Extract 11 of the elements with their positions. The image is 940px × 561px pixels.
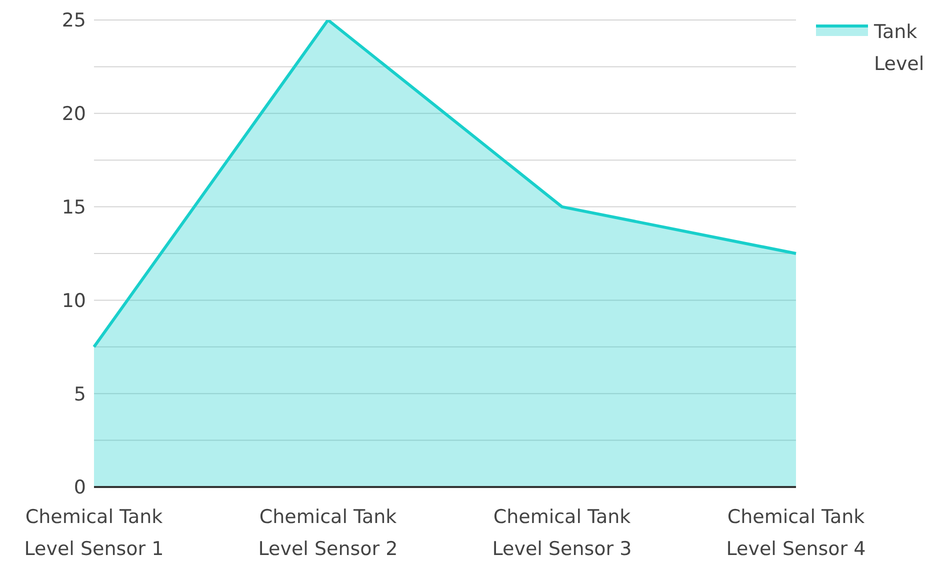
x-tick-label: Chemical Tank Level Sensor 4: [726, 506, 866, 560]
legend-label: Tank Level: [874, 20, 926, 77]
y-tick-label: 0: [74, 476, 86, 499]
y-tick-label: 15: [62, 196, 86, 219]
y-tick-label: 20: [62, 103, 86, 126]
y-tick-label: 10: [62, 290, 86, 312]
x-tick-label: Chemical Tank Level Sensor 3: [492, 506, 632, 560]
x-tick-label: Chemical Tank Level Sensor 2: [258, 506, 398, 560]
y-tick-label: 5: [74, 383, 86, 406]
x-tick-label: Chemical Tank Level Sensor 1: [24, 506, 164, 560]
y-tick-label: 25: [62, 10, 86, 32]
